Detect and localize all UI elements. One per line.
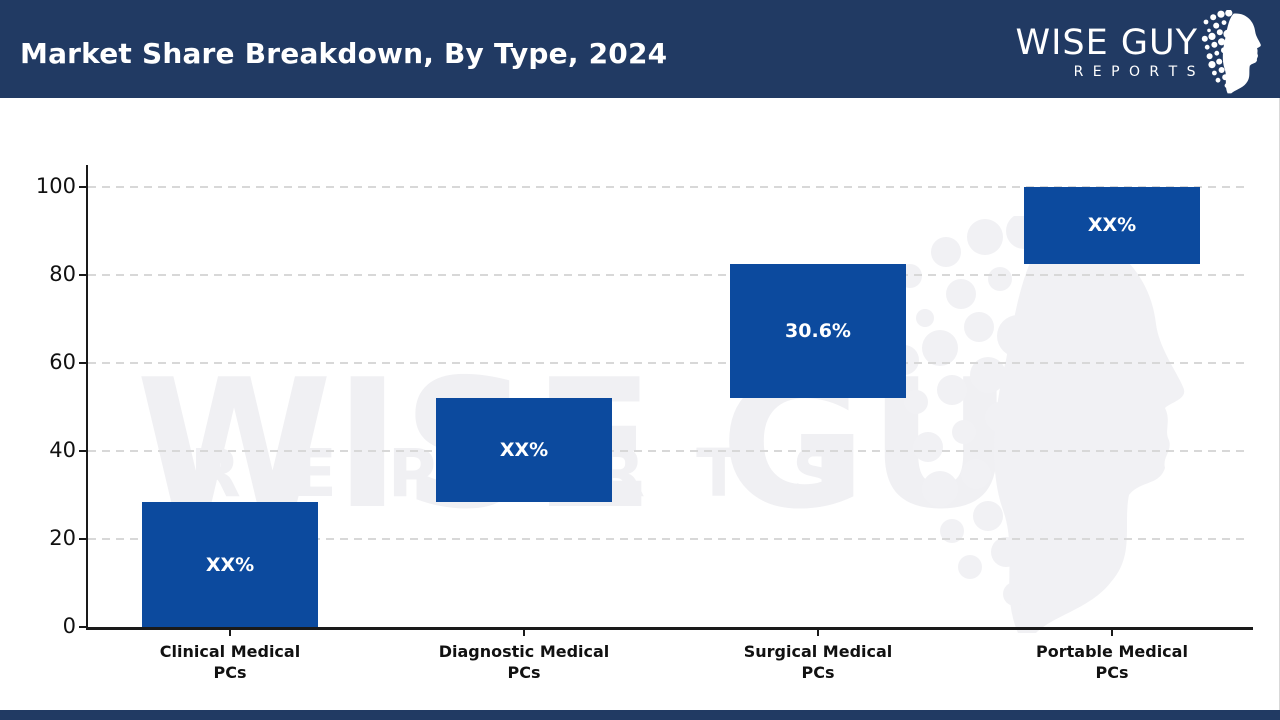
plot-area: WISE GUY R E P O R T S 020406080100XX%Cl… [0, 98, 1280, 710]
x-tick-mark [817, 629, 819, 636]
x-tick-mark [523, 629, 525, 636]
wise-guy-logo: WISE GUY R E P O R T S [1015, 10, 1266, 94]
footer-bar [0, 710, 1280, 720]
x-tick-label: Portable Medical PCs [1036, 642, 1188, 682]
chart-title: Market Share Breakdown, By Type, 2024 [20, 36, 668, 70]
gridline [88, 449, 1250, 452]
x-tick-mark [1111, 629, 1113, 636]
y-tick-label: 40 [49, 437, 76, 462]
bar: XX% [1024, 186, 1200, 264]
logo-subtitle: R E P O R T S [1073, 63, 1198, 80]
x-tick-mark [229, 629, 231, 636]
bar-value-label: 30.6% [785, 320, 851, 343]
dotted-head-icon [1201, 10, 1261, 94]
y-tick-label: 0 [62, 614, 76, 638]
y-tick-mark [79, 449, 87, 452]
header-bar: Market Share Breakdown, By Type, 2024 WI… [0, 0, 1280, 98]
logo-wordmark: WISE GUY [1015, 22, 1198, 63]
bar-value-label: XX% [205, 553, 255, 576]
watermark-head-icon [889, 216, 1185, 633]
gridline [88, 537, 1250, 540]
y-tick-mark [79, 626, 87, 628]
gridline [88, 185, 1250, 188]
y-tick-mark [79, 185, 87, 188]
y-tick-label: 80 [49, 261, 76, 286]
bar: XX% [142, 502, 318, 627]
gridline [88, 273, 1250, 276]
bar: XX% [436, 398, 612, 503]
y-axis-line [86, 165, 88, 627]
x-axis-line [86, 627, 1253, 630]
x-tick-label: Clinical Medical PCs [159, 642, 301, 682]
logo-text: WISE GUY R E P O R T S [1015, 24, 1198, 81]
gridline [88, 361, 1250, 364]
x-tick-label: Diagnostic Medical PCs [438, 642, 610, 682]
y-tick-mark [79, 537, 87, 540]
y-tick-label: 60 [49, 349, 76, 374]
y-tick-label: 100 [35, 173, 76, 198]
bar: 30.6% [730, 263, 906, 399]
bar-value-label: XX% [499, 439, 549, 462]
x-tick-label: Surgical Medical PCs [743, 642, 893, 682]
y-tick-label: 20 [49, 525, 76, 550]
y-tick-mark [79, 273, 87, 276]
bar-value-label: XX% [1087, 214, 1137, 237]
y-tick-mark [79, 361, 87, 364]
